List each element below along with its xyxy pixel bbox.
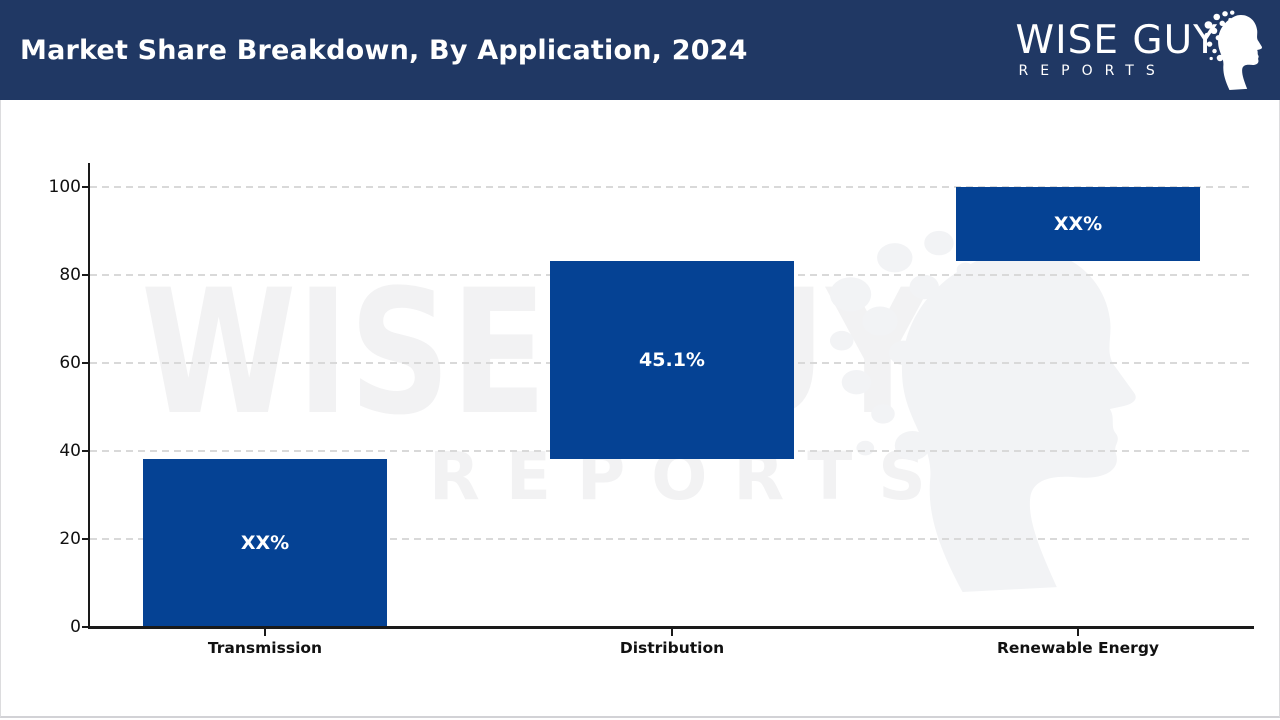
bar-value-label: XX% bbox=[240, 532, 290, 555]
watermark-face-icon bbox=[829, 228, 1136, 592]
logo-subtext: REPORTS bbox=[1018, 63, 1167, 79]
x-axis-tick-mark bbox=[1077, 629, 1079, 636]
category-label-distribution: Distribution bbox=[619, 639, 725, 657]
y-axis-tick-label: 40 bbox=[59, 441, 81, 461]
x-axis-line bbox=[88, 626, 1254, 629]
y-axis-tick-mark bbox=[82, 450, 89, 452]
wise-guy-face-icon bbox=[1204, 10, 1263, 90]
wise-guy-logo: WISE GUY REPORTS bbox=[1016, 10, 1266, 90]
logo-text: WISE GUY REPORTS bbox=[1016, 21, 1218, 79]
y-axis-tick-label: 20 bbox=[59, 529, 81, 549]
y-axis-tick-label: 100 bbox=[48, 177, 81, 197]
page-title: Market Share Breakdown, By Application, … bbox=[20, 34, 748, 66]
chart-area: WISE GUY REPORTS 0 20 40 60 80 100 XX% 45.1% XX%… bbox=[0, 100, 1280, 718]
header: Market Share Breakdown, By Application, … bbox=[0, 0, 1280, 100]
y-axis-tick-label: 80 bbox=[59, 265, 81, 285]
y-axis-line bbox=[88, 163, 90, 629]
x-axis-tick-mark bbox=[264, 629, 266, 636]
y-axis-tick-mark bbox=[82, 538, 89, 540]
bar-value-label: XX% bbox=[1053, 212, 1103, 235]
gridline-100 bbox=[90, 186, 1254, 188]
y-axis-tick-mark bbox=[82, 362, 89, 364]
logo-wordmark: WISE GUY bbox=[1015, 18, 1218, 63]
y-axis-tick-mark bbox=[82, 274, 89, 276]
category-label-renewable-energy: Renewable Energy bbox=[996, 639, 1160, 657]
bar-value-label: 45.1% bbox=[639, 349, 705, 372]
y-axis-tick-mark bbox=[82, 186, 89, 188]
watermark-wordmark: WISE GUY bbox=[141, 252, 929, 453]
bar-renewable-energy: XX% bbox=[956, 187, 1200, 261]
x-axis-tick-mark bbox=[671, 629, 673, 636]
category-label-transmission: Transmission bbox=[207, 639, 323, 657]
bar-transmission: XX% bbox=[143, 459, 387, 627]
y-axis-tick-label: 0 bbox=[70, 617, 81, 637]
gridline-20 bbox=[90, 538, 1254, 540]
y-axis-tick-label: 60 bbox=[59, 353, 81, 373]
y-axis-tick-mark bbox=[82, 626, 89, 628]
bar-distribution: 45.1% bbox=[550, 260, 794, 460]
